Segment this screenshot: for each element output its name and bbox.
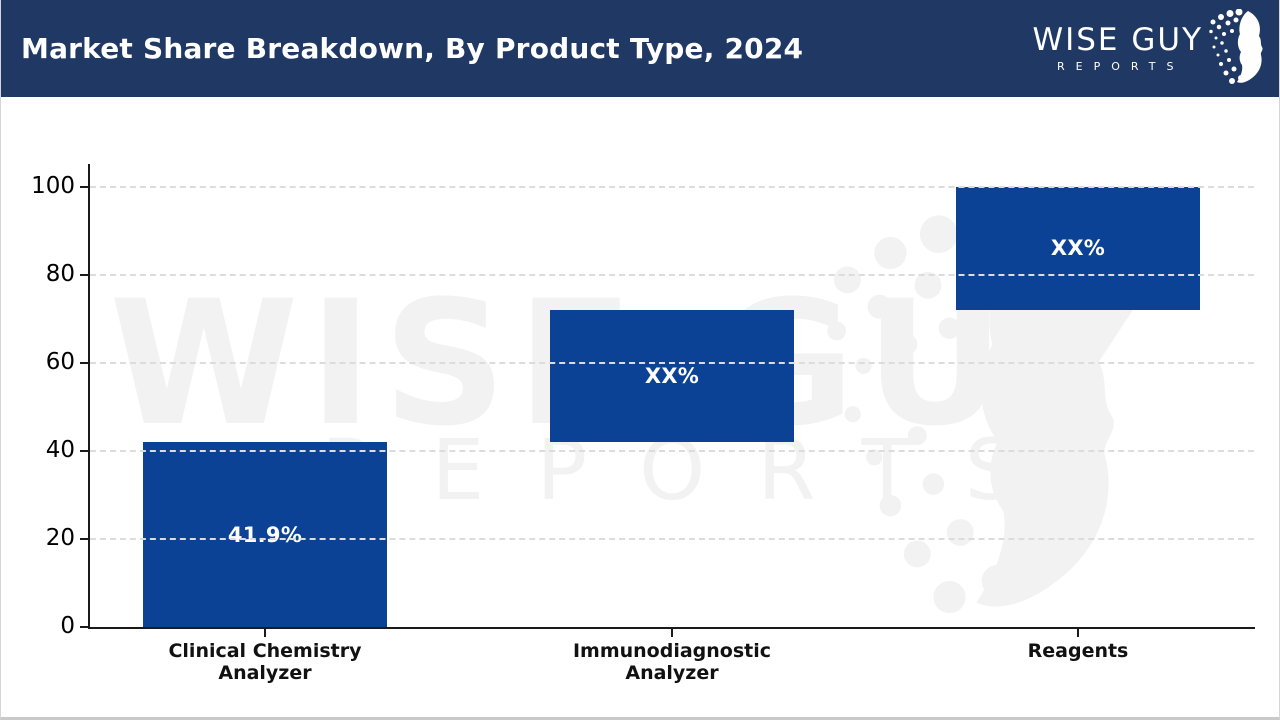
- wiseguy-logo: WISE GUY REPORTS: [1032, 8, 1267, 89]
- bar-immunodiagnostic-analyzer: XX%: [550, 309, 794, 443]
- bar-value-label: 41.9%: [227, 522, 303, 547]
- x-category-label: Immunodiagnostic Analyzer: [572, 640, 772, 684]
- y-tick-label: 80: [45, 260, 75, 287]
- y-tick-mark: [80, 537, 88, 540]
- x-axis-line: [88, 627, 1255, 629]
- logo-line1: WISE GUY: [1032, 21, 1203, 58]
- y-tick-label: 60: [45, 348, 75, 375]
- y-tick-mark: [80, 273, 88, 276]
- bar-value-label: XX%: [644, 363, 700, 388]
- gridline: [90, 537, 1254, 540]
- bar-clinical-chemistry-analyzer: 41.9%: [143, 442, 387, 627]
- gridline: [90, 449, 1254, 452]
- y-tick-mark: [80, 626, 88, 628]
- y-tick-label: 0: [60, 612, 75, 639]
- y-axis-line: [88, 164, 90, 629]
- x-category-label: Clinical Chemistry Analyzer: [168, 640, 362, 684]
- y-tick-mark: [80, 361, 88, 364]
- y-tick-label: 100: [31, 172, 75, 199]
- y-tick-label: 20: [45, 524, 75, 551]
- header-bar: Market Share Breakdown, By Product Type,…: [1, 0, 1279, 97]
- gridline: [90, 361, 1254, 364]
- y-tick-mark: [80, 185, 88, 188]
- gridline: [90, 273, 1254, 276]
- page-title: Market Share Breakdown, By Product Type,…: [21, 32, 804, 65]
- bar-value-label: XX%: [1050, 236, 1106, 261]
- x-tick-mark: [264, 629, 266, 637]
- logo-wordmark: WISE GUY REPORTS: [1032, 21, 1203, 73]
- x-tick-mark: [1077, 629, 1079, 637]
- x-category-label: Reagents: [1027, 640, 1129, 662]
- logo-line2: REPORTS: [1057, 59, 1185, 73]
- gridline: [90, 185, 1254, 188]
- y-tick-mark: [80, 449, 88, 452]
- logo-face-icon: [1209, 8, 1263, 84]
- y-tick-label: 40: [45, 436, 75, 463]
- bar-reagents: XX%: [956, 186, 1200, 310]
- x-tick-mark: [671, 629, 673, 637]
